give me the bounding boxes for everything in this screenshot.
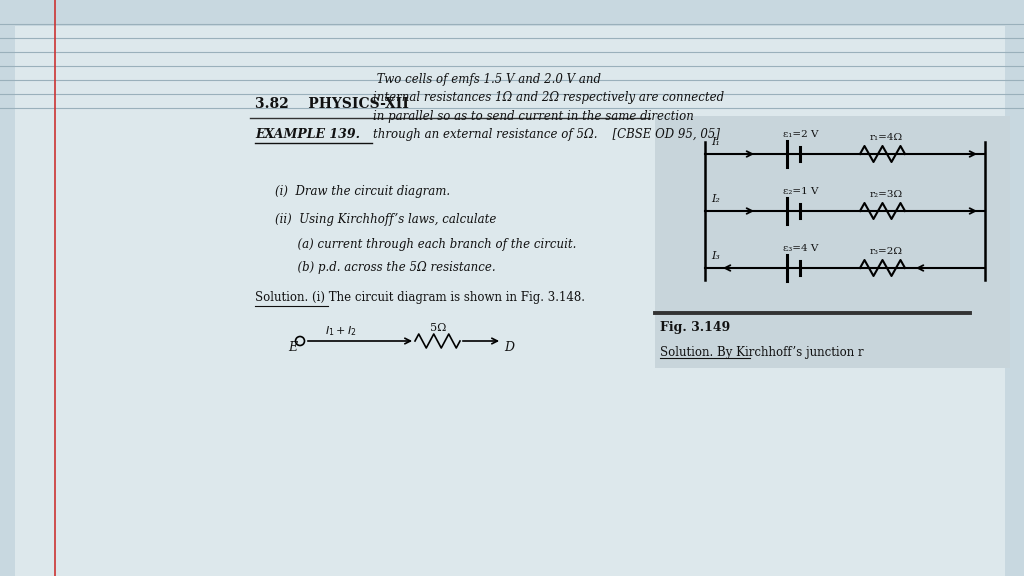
Text: 3.82    PHYSICS-XII: 3.82 PHYSICS-XII [255,97,409,111]
Text: r₁=4Ω: r₁=4Ω [870,133,903,142]
Text: Solution. By Kirchhoff’s junction r: Solution. By Kirchhoff’s junction r [660,346,863,359]
FancyBboxPatch shape [15,26,1005,576]
Text: (ii)  Using Kirchhoff’s laws, calculate: (ii) Using Kirchhoff’s laws, calculate [275,213,497,226]
Text: (a) current through each branch of the circuit.: (a) current through each branch of the c… [275,238,577,251]
Text: ε₁=2 V: ε₁=2 V [783,130,818,139]
Text: I₁: I₁ [711,137,720,147]
Text: Solution. (i) The circuit diagram is shown in Fig. 3.148.: Solution. (i) The circuit diagram is sho… [255,291,585,304]
FancyBboxPatch shape [655,116,1010,368]
Text: I₂: I₂ [711,194,720,204]
Text: E: E [288,341,297,354]
Text: r₂=3Ω: r₂=3Ω [870,190,903,199]
Text: ε₂=1 V: ε₂=1 V [783,187,818,196]
Text: Fig. 3.149: Fig. 3.149 [660,321,730,334]
Text: $I_1+I_2$: $I_1+I_2$ [325,324,356,338]
Text: (i)  Draw the circuit diagram.: (i) Draw the circuit diagram. [275,185,451,198]
Text: 5Ω: 5Ω [430,323,446,333]
Text: EXAMPLE 139.: EXAMPLE 139. [255,128,360,141]
Text: r₃=2Ω: r₃=2Ω [870,247,903,256]
Text: ε₃=4 V: ε₃=4 V [783,244,818,253]
Text: (b) p.d. across the 5Ω resistance.: (b) p.d. across the 5Ω resistance. [275,261,496,274]
Text: D: D [504,341,514,354]
Text: I₃: I₃ [711,251,720,261]
Text: Two cells of emfs 1.5 V and 2.0 V and
internal resistances 1Ω and 2Ω respectivel: Two cells of emfs 1.5 V and 2.0 V and in… [373,73,724,141]
